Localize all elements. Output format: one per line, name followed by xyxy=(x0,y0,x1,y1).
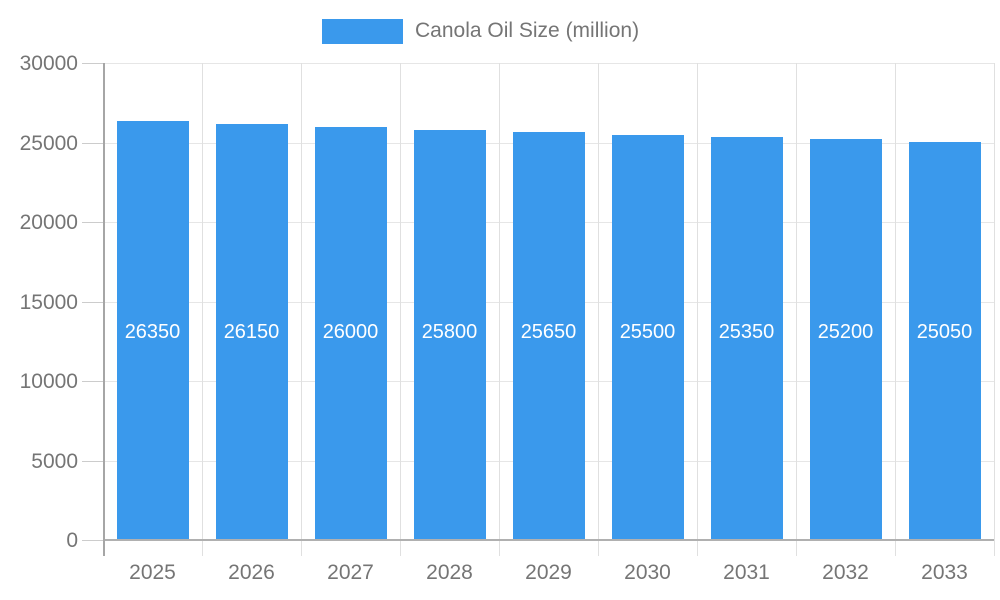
x-axis-baseline xyxy=(103,539,994,541)
vertical-gridline xyxy=(400,63,401,556)
y-axis-label: 5000 xyxy=(31,450,78,473)
y-axis-line xyxy=(103,63,105,556)
vertical-gridline xyxy=(499,63,500,556)
vertical-gridline xyxy=(796,63,797,556)
x-axis-label: 2025 xyxy=(129,561,176,584)
bar-value-label: 25650 xyxy=(520,321,577,343)
bar-2032[interactable] xyxy=(810,139,882,540)
y-axis-tick xyxy=(82,540,103,541)
vertical-gridline xyxy=(994,63,995,556)
bar-value-label: 25350 xyxy=(718,321,775,343)
y-axis-tick xyxy=(82,222,103,223)
bar-2025[interactable] xyxy=(117,121,189,540)
x-axis-label: 2032 xyxy=(822,561,869,584)
y-axis-tick xyxy=(82,302,103,303)
y-axis-tick xyxy=(82,381,103,382)
bar-2027[interactable] xyxy=(315,127,387,540)
legend-swatch xyxy=(322,18,403,44)
bar-2031[interactable] xyxy=(711,137,783,540)
y-axis-label: 15000 xyxy=(19,291,78,314)
horizontal-gridline xyxy=(103,63,994,64)
y-axis-label: 30000 xyxy=(19,52,78,75)
y-axis-label: 20000 xyxy=(19,211,78,234)
bar-value-label: 25500 xyxy=(619,321,676,343)
vertical-gridline xyxy=(598,63,599,556)
vertical-gridline xyxy=(895,63,896,556)
x-axis-label: 2031 xyxy=(723,561,770,584)
x-axis-label: 2033 xyxy=(921,561,968,584)
y-axis-label: 10000 xyxy=(19,370,78,393)
bar-value-label: 25050 xyxy=(916,321,973,343)
bar-2030[interactable] xyxy=(612,135,684,540)
x-axis-label: 2026 xyxy=(228,561,275,584)
plot-area: 26350 26150 26000 25800 25650 25500 25350 25200… xyxy=(103,63,995,556)
bar-value-label: 26000 xyxy=(322,321,379,343)
bar-value-label: 26350 xyxy=(124,321,181,343)
y-axis-tick xyxy=(82,143,103,144)
vertical-gridline xyxy=(202,63,203,556)
bar-2028[interactable] xyxy=(414,130,486,540)
x-axis-label: 2027 xyxy=(327,561,374,584)
x-axis-label: 2030 xyxy=(624,561,671,584)
x-axis-label: 2029 xyxy=(525,561,572,584)
bar-value-label: 26150 xyxy=(223,321,280,343)
bar-2033[interactable] xyxy=(909,142,981,540)
y-axis-tick xyxy=(82,461,103,462)
bar-value-label: 25800 xyxy=(421,321,478,343)
y-axis-label: 0 xyxy=(66,529,78,552)
vertical-gridline xyxy=(697,63,698,556)
vertical-gridline xyxy=(301,63,302,556)
y-axis-label: 25000 xyxy=(19,132,78,155)
y-axis-tick xyxy=(82,63,103,64)
bar-2029[interactable] xyxy=(513,132,585,540)
legend-item[interactable]: Canola Oil Size (million) xyxy=(322,16,639,46)
legend-label: Canola Oil Size (million) xyxy=(415,19,640,42)
bar-value-label: 25200 xyxy=(817,321,874,343)
bar-2026[interactable] xyxy=(216,124,288,540)
x-axis-label: 2028 xyxy=(426,561,473,584)
